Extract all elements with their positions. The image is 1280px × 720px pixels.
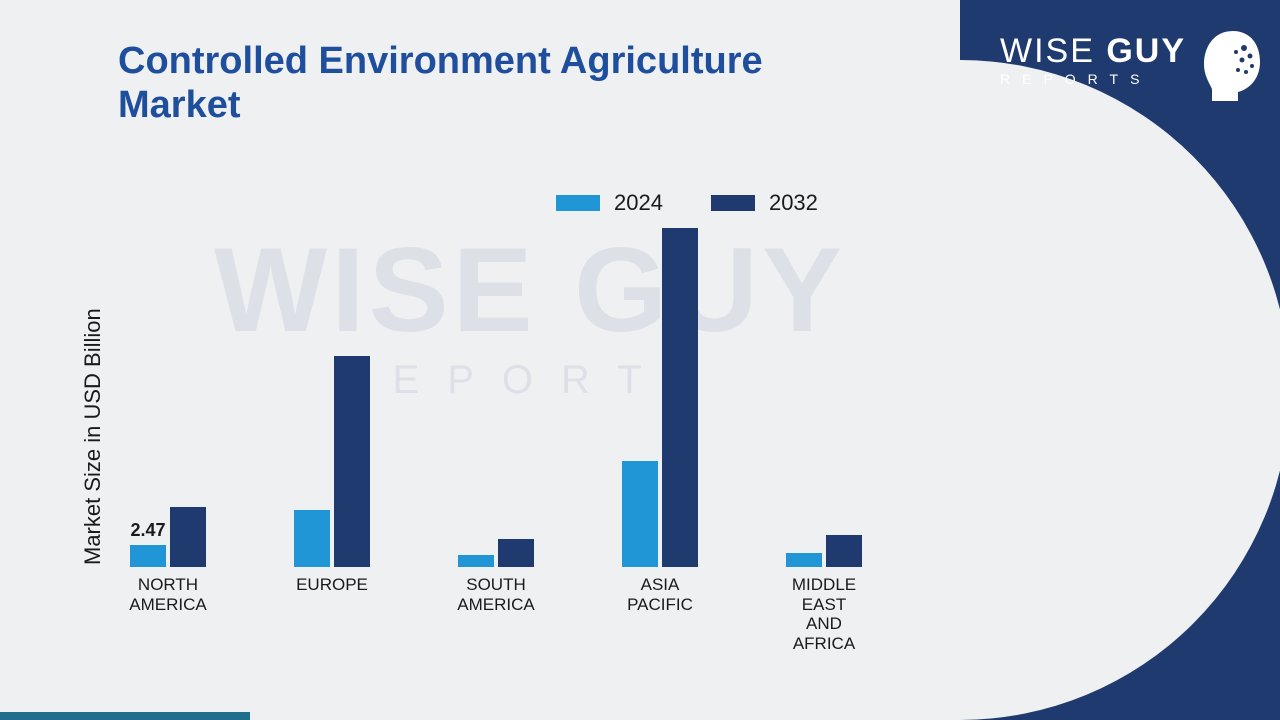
bar [786,553,822,567]
bar [170,507,206,567]
category-label: NORTHAMERICA [100,575,236,614]
bar [130,545,166,567]
bar-group [294,215,370,567]
bar [498,539,534,567]
bar-group [458,215,534,567]
category-label: SOUTHAMERICA [428,575,564,614]
bar-group: 2.47 [130,215,206,567]
legend-label-2032: 2032 [769,190,818,216]
bar [458,555,494,567]
y-axis-label: Market Size in USD Billion [80,308,106,565]
bar-group [786,215,862,567]
bottom-accent-strip [0,712,250,720]
chart-frame: WISE GUY REPORTS Controlled Environment … [0,0,1280,720]
brand-logo: WISE GUY REPORTS [1000,34,1186,86]
bar [334,356,370,567]
bar [622,461,658,567]
brand-sub: REPORTS [1000,72,1186,86]
category-label: MIDDLEEASTANDAFRICA [756,575,892,653]
legend-swatch-2024 [556,195,600,211]
bar [826,535,862,567]
bar [294,510,330,567]
bar [662,228,698,567]
category-label: ASIAPACIFIC [592,575,728,614]
category-label: EUROPE [264,575,400,595]
bar-chart: 2.47NORTHAMERICAEUROPESOUTHAMERICAASIAPA… [120,215,930,567]
legend-item-2032: 2032 [711,190,818,216]
chart-title: Controlled Environment Agriculture Marke… [118,40,878,127]
bar-group [622,215,698,567]
legend: 2024 2032 [556,190,818,216]
brand-head-icon [1198,26,1268,106]
legend-label-2024: 2024 [614,190,663,216]
brand-main: WISE GUY [1000,32,1186,70]
legend-swatch-2032 [711,195,755,211]
legend-item-2024: 2024 [556,190,663,216]
